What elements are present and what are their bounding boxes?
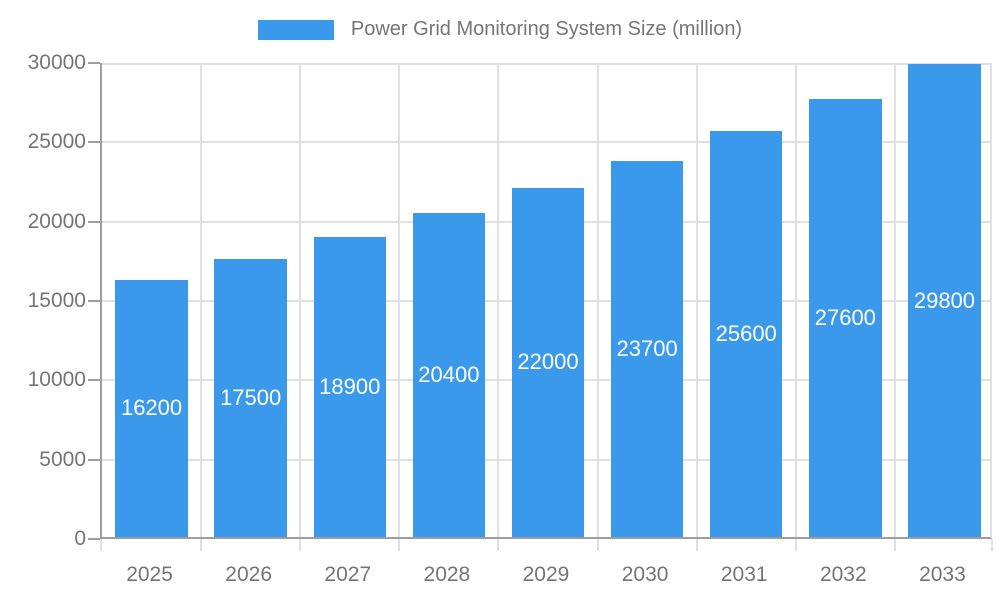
y-axis-tick-label: 15000 — [27, 289, 86, 312]
x-axis-tick — [299, 539, 302, 551]
y-axis-tick — [88, 220, 100, 223]
gridline-vertical — [893, 63, 896, 537]
y-axis-tick — [88, 62, 100, 64]
y-axis-tick-label: 5000 — [39, 447, 86, 471]
y-axis-tick — [88, 141, 100, 144]
gridline-vertical — [299, 63, 302, 537]
plot-area: 16200 17500 18900 20400 22000 23700 25600 27600… — [88, 62, 993, 551]
x-axis-tick — [794, 539, 797, 551]
bar-value-label: 22000 — [517, 349, 579, 375]
bar-value-label: 16200 — [120, 395, 183, 421]
bar-value-label: 23700 — [616, 335, 678, 361]
x-axis-tick-label: 2033 — [919, 563, 966, 586]
x-axis-tick — [497, 539, 500, 551]
x-axis-tick-label: 2030 — [621, 563, 669, 586]
x-axis-tick — [991, 539, 993, 551]
y-axis-tick-label: 30000 — [27, 51, 86, 74]
y-axis-tick — [88, 538, 100, 540]
x-axis-tick-label: 2031 — [720, 563, 768, 586]
x-axis-tick — [893, 539, 896, 551]
bar-2027: 18900 — [313, 237, 386, 537]
x-axis-tick — [596, 539, 599, 551]
bar-value-label: 25600 — [715, 320, 777, 346]
bar-2025: 16200 — [115, 279, 188, 537]
x-axis-tick — [100, 539, 102, 551]
legend-color-swatch — [257, 19, 334, 40]
y-axis-tick — [88, 300, 100, 302]
gridline-vertical — [497, 63, 500, 537]
x-axis-tick — [398, 539, 401, 551]
y-axis-tick — [88, 379, 100, 382]
bar-2028: 20400 — [412, 213, 486, 537]
bar-2026: 17500 — [214, 259, 287, 537]
y-axis-tick-label: 10000 — [27, 368, 86, 392]
x-axis-tick — [695, 539, 698, 551]
y-axis-tick-label: 20000 — [27, 209, 86, 233]
gridline-horizontal — [102, 141, 990, 144]
bar-value-label: 27600 — [814, 305, 876, 331]
chart-legend: Power Grid Monitoring System Size (milli… — [0, 18, 1000, 41]
bar-2029: 22000 — [511, 187, 585, 537]
bar-2032: 27600 — [809, 99, 882, 537]
x-axis-tick-label: 2027 — [324, 563, 372, 586]
y-axis-tick-label: 0 — [74, 527, 86, 550]
bar-value-label: 29800 — [913, 287, 976, 313]
x-axis-tick-label: 2032 — [819, 563, 867, 586]
gridline-vertical — [794, 63, 797, 537]
gridline-horizontal — [102, 63, 990, 65]
chart-title: Power Grid Monitoring System Size (milli… — [350, 18, 743, 40]
bar-value-label: 17500 — [220, 385, 282, 411]
bar-2030: 23700 — [610, 160, 684, 537]
x-axis-tick-label: 2029 — [522, 563, 570, 586]
x-axis-tick-label: 2025 — [126, 563, 173, 586]
x-axis-tick-label: 2026 — [225, 563, 273, 586]
gridline-vertical — [695, 63, 698, 537]
y-axis-tick — [88, 458, 100, 461]
bar-value-label: 20400 — [418, 362, 480, 388]
y-axis-tick-label: 25000 — [27, 130, 86, 154]
gridline-vertical — [200, 63, 203, 537]
x-axis-tick — [200, 539, 203, 551]
x-axis-tick-label: 2028 — [423, 563, 471, 586]
bar-2033: 29800 — [908, 64, 981, 537]
gridline-vertical — [596, 63, 599, 537]
bar-value-label: 18900 — [319, 374, 381, 400]
gridline-vertical — [398, 63, 401, 537]
bar-2031: 25600 — [710, 130, 783, 537]
